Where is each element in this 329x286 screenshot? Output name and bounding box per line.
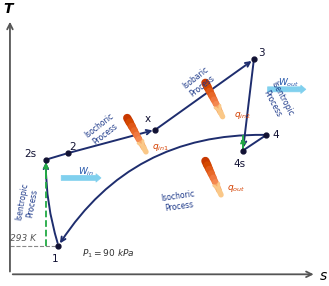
Text: 3: 3 — [258, 48, 265, 58]
Text: Isobaric
Process: Isobaric Process — [181, 65, 217, 98]
Text: $W_{in}$: $W_{in}$ — [78, 165, 95, 178]
Text: 1: 1 — [52, 254, 59, 264]
Text: Isentropic
Process: Isentropic Process — [260, 80, 295, 122]
Text: Isochoric
Process: Isochoric Process — [161, 189, 197, 213]
Text: 4s: 4s — [234, 158, 246, 168]
Text: $q_{out}$: $q_{out}$ — [227, 183, 245, 194]
Text: Isentropic
Process: Isentropic Process — [14, 182, 40, 223]
Text: x: x — [144, 114, 151, 124]
Text: $q_{in1}$: $q_{in1}$ — [152, 142, 168, 153]
Text: T: T — [4, 2, 13, 16]
Text: 4: 4 — [272, 130, 279, 140]
Text: 2: 2 — [69, 142, 76, 152]
Text: $q_{in2}$: $q_{in2}$ — [234, 110, 250, 121]
Text: Isochoric
Process: Isochoric Process — [83, 112, 122, 148]
Text: $P_1=90\ kPa$: $P_1=90\ kPa$ — [82, 247, 135, 260]
Text: s: s — [319, 269, 327, 283]
Text: 293 K: 293 K — [10, 234, 36, 243]
Text: $W_{out}$: $W_{out}$ — [278, 77, 299, 89]
Text: 2s: 2s — [24, 150, 36, 160]
